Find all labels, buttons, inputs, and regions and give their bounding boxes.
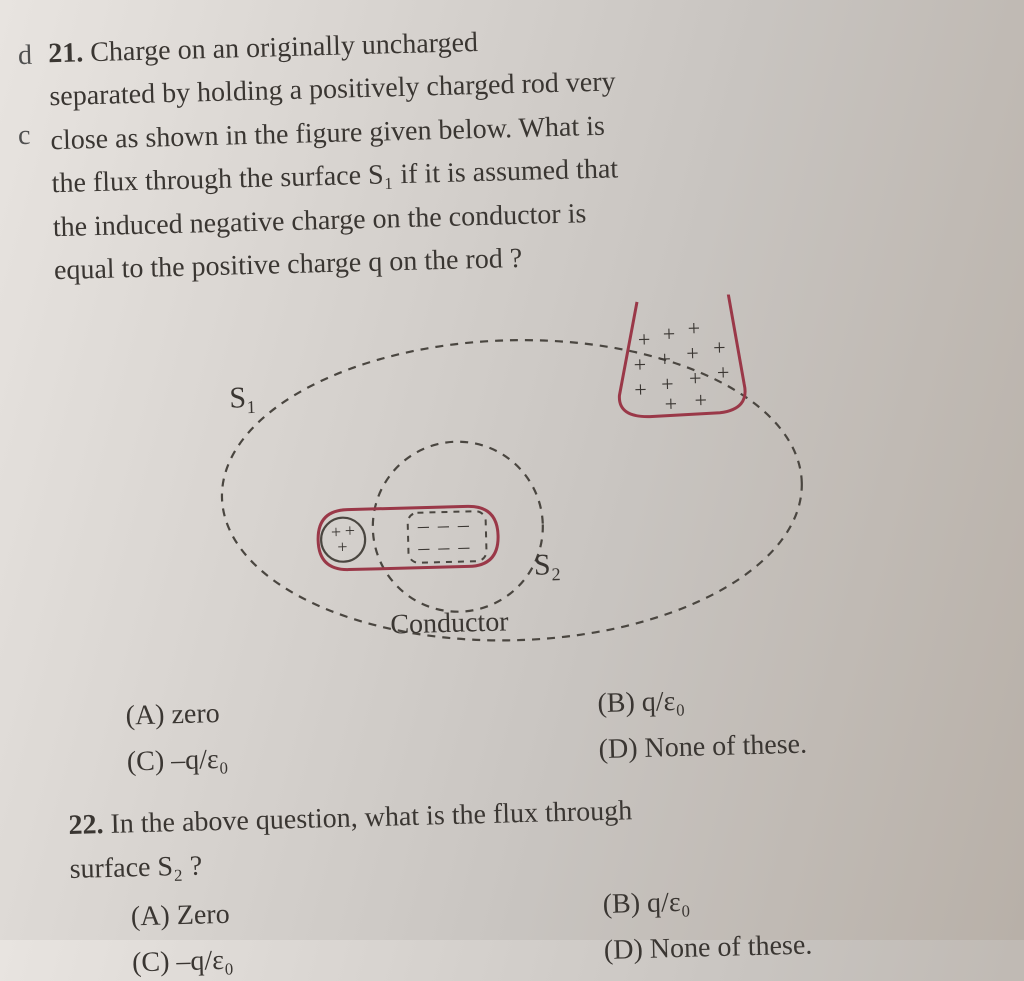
svg-text:+: + xyxy=(717,360,730,385)
svg-text:–: – xyxy=(457,534,471,559)
margin-note-d: d xyxy=(18,40,33,72)
label-s1: S₁ xyxy=(229,381,257,415)
q21-number: 21. xyxy=(48,37,84,69)
svg-text:+: + xyxy=(638,327,651,352)
page-content: 21. Charge on an originally uncharged se… xyxy=(48,8,997,981)
q21-option-a: (A) zero xyxy=(125,691,518,733)
q21-line5: the induced negative charge on the condu… xyxy=(52,198,586,243)
svg-text:+: + xyxy=(687,316,700,341)
q21-line3: close as shown in the figure given below… xyxy=(50,110,605,156)
svg-text:+: + xyxy=(658,346,671,371)
q21-option-d: (D) None of these. xyxy=(598,724,991,766)
q22-option-a: (A) Zero xyxy=(131,891,524,933)
q21-options: (A) zero (B) q/ε₀ (C) –q/ε₀ (D) None of … xyxy=(125,678,991,779)
q22-options: (A) Zero (B) q/ε₀ (C) –q/ε₀ (D) None of … xyxy=(131,879,997,980)
label-s2: S₂ xyxy=(533,548,561,582)
svg-text:+: + xyxy=(663,321,676,346)
q21-line4: the flux through the surface S₁ if it is… xyxy=(51,154,618,200)
q21-figure: + + + + + + + + + + + + + + + + xyxy=(207,292,836,668)
q21-line1: Charge on an originally uncharged xyxy=(90,27,478,68)
q22-line2: surface S₂ ? xyxy=(69,850,202,884)
rod-charges: + + + + + + + + + + + + + xyxy=(632,315,730,417)
svg-text:–: – xyxy=(437,534,451,559)
q22-line1: In the above question, what is the flux … xyxy=(110,796,632,841)
svg-text:+: + xyxy=(634,377,647,402)
plus-3: + xyxy=(337,537,348,557)
q22-option-c: (C) –q/ε₀ xyxy=(132,937,525,979)
svg-text:+: + xyxy=(664,391,677,416)
q22-text: 22. In the above question, what is the f… xyxy=(68,780,994,891)
q21-line6: equal to the positive charge q on the ro… xyxy=(54,243,523,286)
q21-option-c: (C) –q/ε₀ xyxy=(126,737,519,779)
svg-text:+: + xyxy=(686,341,699,366)
q21-line2: separated by holding a positively charge… xyxy=(49,67,616,113)
q21-text: 21. Charge on an originally uncharged se… xyxy=(48,8,978,292)
q21-option-b: (B) q/ε₀ xyxy=(597,678,990,720)
svg-text:–: – xyxy=(417,535,431,560)
minus-charges: – – – – – – xyxy=(416,512,470,560)
q22-option-b: (B) q/ε₀ xyxy=(602,879,995,921)
svg-text:+: + xyxy=(633,352,646,377)
q22-number: 22. xyxy=(68,809,104,841)
margin-note-c: c xyxy=(18,120,31,152)
figure-svg: + + + + + + + + + + + + + + + + xyxy=(207,292,836,668)
q22-option-d: (D) None of these. xyxy=(604,925,997,967)
svg-text:+: + xyxy=(713,335,726,360)
svg-text:+: + xyxy=(694,387,707,412)
label-conductor: Conductor xyxy=(390,607,510,641)
